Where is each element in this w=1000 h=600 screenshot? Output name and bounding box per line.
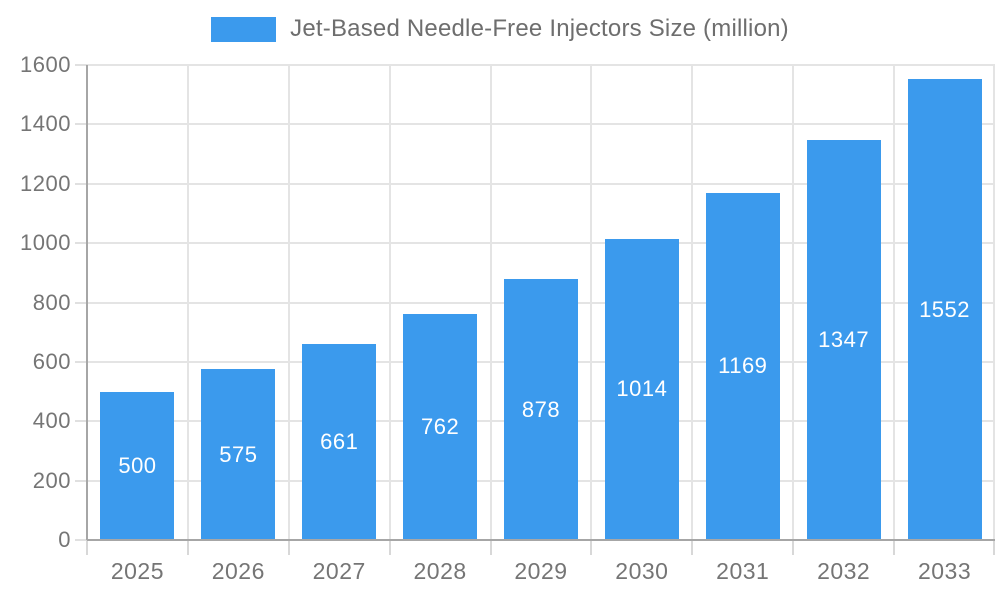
- bar-2033: 1552: [907, 79, 982, 540]
- y-tick-label: 1000: [20, 230, 71, 256]
- v-gridline: [186, 65, 189, 540]
- bar-2030: 1014: [604, 238, 679, 540]
- plot-area: 0 200 400 600 800 1000 1200 1400 1600 500 2025 575 2…: [20, 53, 995, 584]
- x-tick-mark: [792, 540, 795, 555]
- x-tick-label: 2033: [917, 558, 972, 584]
- legend-label: Jet-Based Needle-Free Injectors Size (mi…: [290, 15, 789, 42]
- v-gridline: [388, 65, 391, 540]
- bar-2031: 1169: [705, 192, 780, 540]
- bar-2026: 575: [201, 369, 276, 540]
- bar-2028: 762: [403, 313, 478, 540]
- x-tick-mark: [489, 540, 492, 555]
- bar-value-label: 878: [521, 396, 561, 422]
- h-gridline: [87, 64, 995, 66]
- bar-value-label: 661: [320, 428, 359, 454]
- x-tick-mark: [388, 540, 391, 555]
- bar-value-label: 500: [118, 452, 157, 478]
- x-tick-label: 2026: [211, 558, 265, 584]
- h-gridline: [87, 242, 995, 245]
- x-tick-mark: [287, 540, 290, 555]
- y-tick-label: 800: [32, 289, 71, 315]
- y-tick-label: 1200: [20, 170, 71, 196]
- v-gridline: [893, 65, 896, 540]
- y-tick-mark: [75, 242, 87, 245]
- y-tick-label: 1600: [20, 52, 71, 77]
- bar-2027: 661: [302, 343, 377, 540]
- bar-value-label: 575: [219, 441, 258, 467]
- v-gridline: [792, 65, 795, 540]
- chart-legend[interactable]: Jet-Based Needle-Free Injectors Size (mi…: [0, 15, 1000, 43]
- x-tick-mark: [893, 540, 896, 555]
- v-gridline: [993, 65, 995, 540]
- bar-2025: 500: [100, 391, 175, 540]
- y-tick-mark: [75, 539, 87, 541]
- y-tick-mark: [75, 479, 87, 482]
- y-tick-mark: [75, 64, 87, 66]
- y-tick-mark: [75, 360, 87, 363]
- x-tick-label: 2027: [312, 558, 366, 584]
- bar-value-label: 1169: [718, 353, 768, 379]
- x-tick-label: 2028: [413, 558, 467, 584]
- v-gridline: [287, 65, 290, 540]
- x-axis-line: [87, 539, 995, 541]
- y-tick-mark: [75, 182, 87, 185]
- x-tick-mark: [691, 540, 694, 555]
- h-gridline: [87, 182, 995, 185]
- y-tick-mark: [75, 301, 87, 304]
- y-tick-mark: [75, 420, 87, 423]
- x-tick-label: 2032: [817, 558, 871, 584]
- x-tick-mark: [86, 540, 88, 555]
- v-gridline: [590, 65, 593, 540]
- y-tick-label: 1400: [20, 111, 71, 137]
- x-tick-mark: [993, 540, 995, 555]
- y-tick-label: 0: [58, 527, 71, 552]
- y-tick-label: 600: [32, 348, 71, 374]
- bar-value-label: 1347: [818, 327, 870, 353]
- y-axis-line: [86, 65, 88, 540]
- legend-swatch-icon: [211, 16, 277, 42]
- x-tick-label: 2029: [514, 558, 568, 584]
- bar-value-label: 1552: [919, 296, 971, 322]
- x-tick-mark: [186, 540, 189, 555]
- bar-2032: 1347: [806, 140, 881, 540]
- x-tick-label: 2031: [716, 558, 770, 584]
- v-gridline: [691, 65, 694, 540]
- x-tick-label: 2030: [615, 558, 669, 584]
- x-tick-label: 2025: [110, 558, 165, 584]
- bar-value-label: 762: [421, 413, 460, 439]
- h-gridline: [87, 123, 995, 126]
- y-tick-label: 400: [32, 408, 71, 434]
- x-tick-mark: [590, 540, 593, 555]
- y-tick-mark: [75, 123, 87, 126]
- bar-value-label: 1014: [616, 376, 668, 402]
- y-tick-label: 200: [32, 467, 71, 493]
- v-gridline: [489, 65, 492, 540]
- bar-2029: 878: [504, 279, 578, 540]
